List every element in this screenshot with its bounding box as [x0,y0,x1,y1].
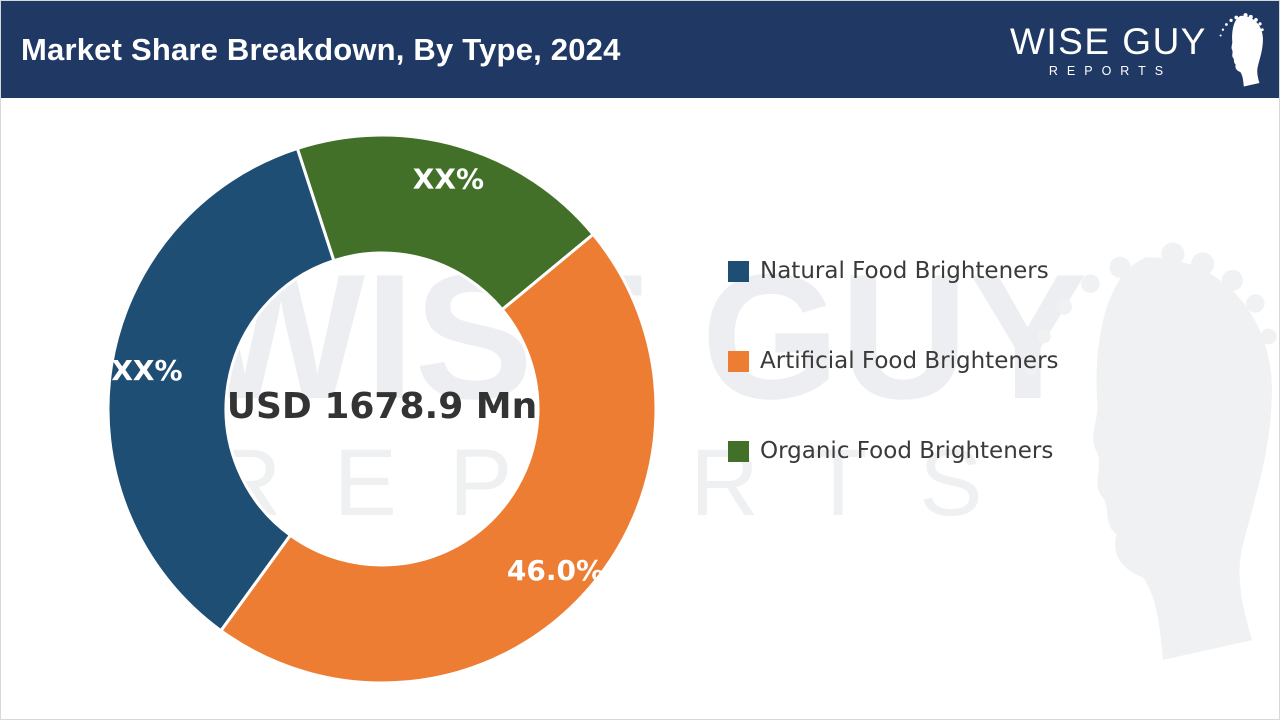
legend-swatch-natural-food-brighteners [728,260,749,282]
segment-label-natural-food-brighteners: XX% [111,354,182,387]
legend-item-natural-food-brighteners: Natural Food Brighteners [728,258,1059,284]
chart-area: WISE GUY REPORTS XX%46.0%XX% USD 1678.9 … [1,98,1280,719]
legend-swatch-organic-food-brighteners [728,440,749,462]
donut-segment-natural-food-brighteners [106,146,336,633]
page-title: Market Share Breakdown, By Type, 2024 [21,31,621,67]
legend-item-artificial-food-brighteners: Artificial Food Brighteners [728,348,1059,374]
donut-center-value: USD 1678.9 Mn [226,386,538,427]
donut-segment-organic-food-brighteners [295,133,595,312]
donut-chart: XX% 46.0% XX% [106,133,658,685]
header-bar: Market Share Breakdown, By Type, 2024 WI… [1,1,1279,98]
legend-label: Natural Food Brighteners [760,258,1049,284]
legend-label: Organic Food Brighteners [760,438,1054,464]
legend-swatch-artificial-food-brighteners [728,350,749,372]
legend-label: Artificial Food Brighteners [760,348,1059,374]
chart-legend: Natural Food Brighteners Artificial Food … [728,258,1059,464]
segment-label-organic-food-brighteners: XX% [413,162,484,195]
segment-label-artificial-food-brighteners: 46.0% [507,554,604,587]
dotted-face-icon [1209,8,1267,92]
logo-subtitle: REPORTS [1048,63,1173,78]
logo-wordmark: WISE GUY [1009,21,1207,63]
donut-segment-artificial-food-brighteners [219,232,658,685]
logo-text: WISE GUY REPORTS [1009,21,1207,78]
wise-guy-reports-logo: WISE GUY REPORTS [1010,7,1267,93]
legend-item-organic-food-brighteners: Organic Food Brighteners [728,438,1059,464]
